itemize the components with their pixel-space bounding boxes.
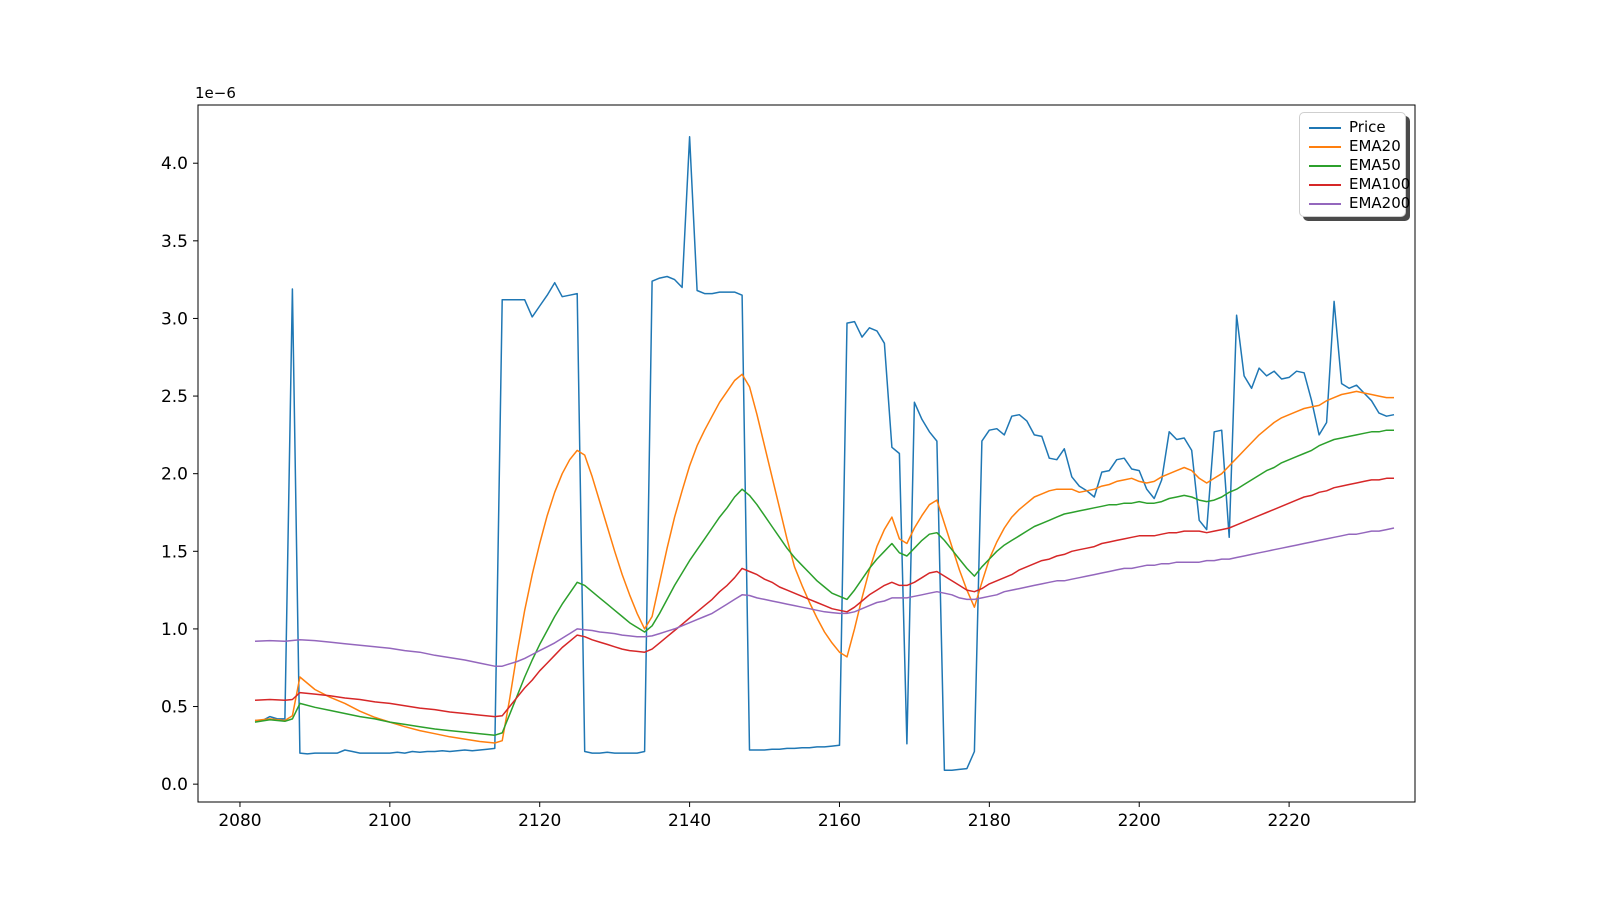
axes-frame (197, 104, 1416, 803)
legend-swatch-ema20 (1309, 145, 1341, 148)
legend: Price EMA20 EMA50 EMA100 EMA200 (1299, 112, 1410, 217)
series-line-ema200 (254, 527, 1395, 667)
x-tick-label: 2160 (818, 811, 861, 831)
series-line-price (255, 136, 1395, 771)
y-tick-label: 0.5 (161, 698, 188, 718)
x-tick-label: 2080 (218, 811, 261, 831)
legend-swatch-ema100 (1309, 183, 1341, 186)
y-tick-label: 1.5 (161, 542, 188, 562)
x-tick-label: 2180 (968, 811, 1011, 831)
legend-swatch-price (1309, 126, 1341, 129)
legend-swatch-ema50 (1309, 164, 1341, 167)
legend-item-ema50: EMA50 (1300, 156, 1405, 175)
y-tick-label: 4.0 (161, 154, 188, 174)
y-tick-label: 2.0 (161, 465, 188, 485)
x-tick-label: 2220 (1267, 811, 1310, 831)
x-tick-label: 2100 (368, 811, 411, 831)
legend-label-ema20: EMA20 (1349, 137, 1401, 155)
legend-label-ema200: EMA200 (1349, 194, 1411, 212)
y-axis-offset-label: 1e−6 (195, 84, 236, 102)
legend-item-ema100: EMA100 (1300, 175, 1410, 194)
legend-swatch-ema200 (1309, 202, 1341, 205)
legend-label-ema100: EMA100 (1349, 175, 1411, 193)
x-tick-label: 2120 (518, 811, 561, 831)
y-tick-label: 3.0 (161, 309, 188, 329)
series-line-ema20 (254, 373, 1394, 744)
series-line-ema50 (254, 429, 1394, 736)
y-tick-label: 2.5 (161, 387, 188, 407)
x-tick-label: 2140 (668, 811, 711, 831)
y-tick-label: 0.0 (161, 775, 188, 795)
legend-label-price: Price (1349, 118, 1386, 136)
legend-item-price: Price (1300, 118, 1405, 137)
legend-label-ema50: EMA50 (1349, 156, 1401, 174)
legend-item-ema200: EMA200 (1300, 194, 1410, 213)
legend-item-ema20: EMA20 (1300, 137, 1405, 156)
x-tick-label: 2200 (1118, 811, 1161, 831)
y-tick-label: 3.5 (161, 232, 188, 252)
y-tick-label: 1.0 (161, 620, 188, 640)
series-line-ema100 (254, 477, 1394, 718)
